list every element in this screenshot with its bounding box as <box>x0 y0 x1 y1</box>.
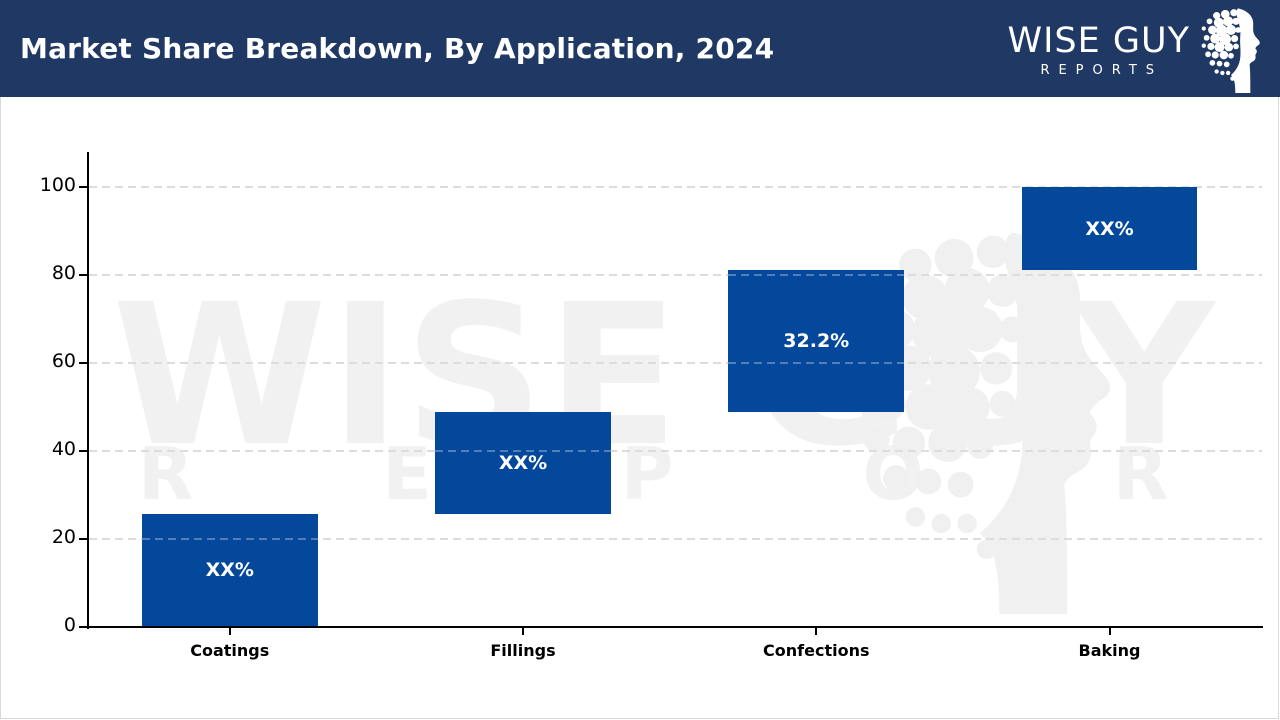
gridline <box>89 362 1262 365</box>
gridline <box>89 274 1262 277</box>
bar-value-label: XX% <box>205 559 254 582</box>
bar-value-label: XX% <box>1085 217 1134 240</box>
header-bar: Market Share Breakdown, By Application, … <box>0 0 1280 97</box>
gridline-overlay <box>728 362 905 365</box>
x-tick-mark <box>228 628 231 635</box>
y-tick-mark <box>79 450 87 453</box>
y-tick-label: 80 <box>51 262 76 285</box>
x-axis-label: Fillings <box>490 641 556 660</box>
x-axis-label: Confections <box>763 641 870 660</box>
bar-value-label: XX% <box>498 451 548 474</box>
gridline <box>89 450 1262 453</box>
y-axis-spine <box>87 152 89 629</box>
bar-value-label: 32.2% <box>783 329 850 352</box>
brand-logo-text: WISE GUY REPORTS <box>1007 22 1190 78</box>
logo-head-icon <box>1194 7 1268 93</box>
y-tick-mark <box>79 274 87 277</box>
brand-logo: WISE GUY REPORTS <box>1007 4 1268 96</box>
logo-subtitle: REPORTS <box>1040 62 1164 78</box>
gridline-overlay <box>435 450 611 453</box>
gridline-overlay <box>141 538 318 541</box>
y-tick-mark <box>79 362 87 365</box>
y-tick-mark <box>79 538 87 541</box>
y-tick-label: 20 <box>51 526 76 549</box>
y-tick-mark <box>79 626 87 628</box>
y-tick-label: 0 <box>63 614 76 636</box>
bar-confections: 32.2% <box>728 269 905 412</box>
x-axis-label: Coatings <box>190 641 270 660</box>
bar-coatings: XX% <box>141 513 318 627</box>
y-tick-label: 60 <box>51 350 76 373</box>
y-tick-label: 40 <box>51 438 76 461</box>
logo-wordmark: WISE GUY <box>1007 21 1190 62</box>
x-tick-mark <box>815 628 818 635</box>
y-tick-mark <box>79 186 87 189</box>
y-tick-label: 100 <box>39 174 76 197</box>
gridline <box>89 186 1262 189</box>
gridline <box>89 538 1262 541</box>
gridline-overlay <box>728 274 905 277</box>
bar-fillings: XX% <box>435 411 611 514</box>
x-tick-mark <box>522 628 524 635</box>
chart-title: Market Share Breakdown, By Application, … <box>20 32 775 65</box>
plot-area: XX% XX% 32.2% XX% <box>89 152 1262 628</box>
x-axis-spine <box>87 626 1263 628</box>
bar-baking: XX% <box>1021 187 1198 270</box>
x-tick-mark <box>1108 628 1111 635</box>
x-axis-label: Baking <box>1078 641 1141 660</box>
